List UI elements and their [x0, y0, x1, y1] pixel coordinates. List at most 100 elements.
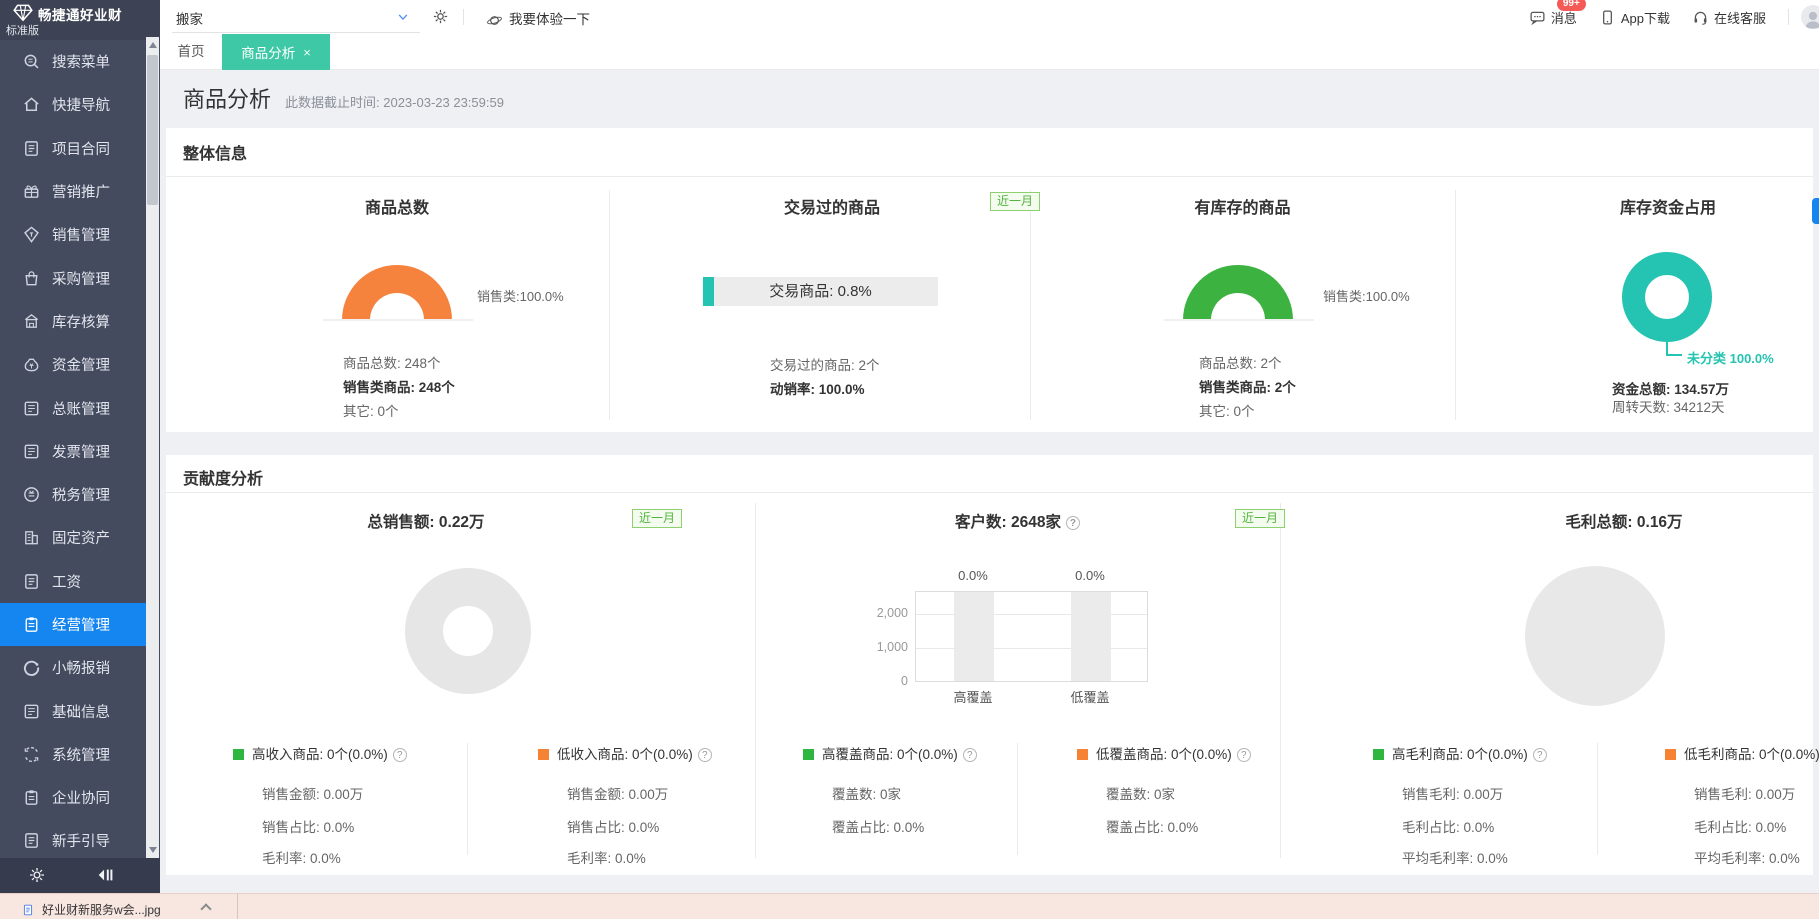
- traded-products-progress-bar: 交易商品: 0.8%: [703, 277, 938, 306]
- logo-title: 畅捷通好业财: [38, 8, 122, 23]
- ledger-icon: [22, 399, 41, 418]
- sidebar-item-quick-nav[interactable]: 快捷导航: [0, 83, 146, 126]
- phone-icon: [1599, 9, 1616, 26]
- gross-profit-circle-placeholder: [1525, 566, 1665, 706]
- stat-column-high-profit: 高毛利商品: 0个(0.0%)? 销售毛利: 0.00万 毛利占比: 0.0% …: [1373, 743, 1613, 867]
- donut-callout-label: 未分类 100.0%: [1687, 351, 1774, 366]
- help-icon[interactable]: ?: [1532, 748, 1547, 762]
- scroll-up-arrow-icon[interactable]: [149, 42, 157, 48]
- period-badge[interactable]: 近一月: [1235, 509, 1286, 528]
- sidebar-item-project-contract[interactable]: 项目合同: [0, 127, 146, 170]
- overview-header: 整体信息: [183, 146, 248, 163]
- download-bar: 好业财新服务w会...jpg: [0, 893, 1819, 919]
- help-icon[interactable]: ?: [1065, 516, 1080, 530]
- gross-profit-title: 毛利总额: 0.16万: [1565, 514, 1683, 531]
- chevron-down-icon: [396, 10, 410, 29]
- column-title: 高收入商品: 0个(0.0%): [252, 747, 388, 762]
- gift-icon: [22, 182, 41, 201]
- column-title: 高毛利商品: 0个(0.0%): [1392, 747, 1528, 762]
- panel-divider: [755, 503, 756, 858]
- help-icon[interactable]: ?: [392, 748, 407, 762]
- tax-coin-icon: [22, 485, 41, 504]
- contribution-section: 贡献度分析 总销售额: 0.22万 近一月 客户数: 2648家? 近一月 2,…: [166, 455, 1819, 875]
- file-icon: [22, 903, 34, 917]
- experience-link[interactable]: 我要体验一下: [486, 8, 590, 29]
- gridline: [916, 614, 1147, 615]
- stat-line: 其它: 0个: [343, 404, 399, 419]
- search-icon: [22, 52, 41, 71]
- feedback-side-handle[interactable]: [1812, 198, 1819, 224]
- sidebar-item-marketing[interactable]: 营销推广: [0, 170, 146, 213]
- sidebar-item-operation-management[interactable]: 经营管理: [0, 602, 146, 647]
- building-icon: [22, 528, 41, 547]
- messages-count-badge: 99+: [1556, 0, 1586, 11]
- period-badge[interactable]: 近一月: [990, 192, 1041, 211]
- bar-low-coverage: [1071, 592, 1111, 681]
- stat-line: 销售毛利: 0.00万: [1402, 787, 1504, 802]
- stat-line: 毛利占比: 0.0%: [1694, 820, 1787, 835]
- settings-gear-icon[interactable]: [28, 866, 46, 884]
- stat-line: 销售占比: 0.0%: [567, 820, 660, 835]
- main-content: 商品分析 此数据截止时间: 2023-03-23 23:59:59 整体信息 商…: [160, 70, 1819, 919]
- gauge-baseline: [323, 319, 473, 321]
- column-divider: [609, 190, 610, 420]
- stat-line: 毛利率: 0.0%: [262, 851, 341, 866]
- sidebar-item-salary[interactable]: 工资: [0, 560, 146, 603]
- y-axis-tick: 2,000: [876, 606, 908, 620]
- stat-line: 覆盖占比: 0.0%: [832, 820, 925, 835]
- app-download-button[interactable]: App下载: [1599, 8, 1670, 27]
- scrollbar-thumb[interactable]: [147, 55, 158, 205]
- file-menu-caret-icon[interactable]: [200, 903, 212, 915]
- column-divider: [1030, 190, 1031, 420]
- sidebar-item-collaboration[interactable]: 企业协同: [0, 776, 146, 819]
- sidebar-item-purchase[interactable]: 采购管理: [0, 256, 146, 299]
- donut-callout-line: [1666, 341, 1682, 356]
- legend-square-orange: [1665, 749, 1676, 760]
- stat-line: 资金总额: 134.57万: [1612, 382, 1730, 397]
- help-icon[interactable]: ?: [962, 748, 977, 762]
- gauge-legend: 销售类:100.0%: [477, 289, 564, 304]
- downloaded-file-chip[interactable]: 好业财新服务w会...jpg: [22, 901, 161, 918]
- help-icon[interactable]: ?: [1236, 748, 1251, 762]
- collapse-sidebar-icon[interactable]: [96, 866, 114, 884]
- sidebar-item-tax[interactable]: 税务管理: [0, 473, 146, 516]
- traded-products-title: 交易过的商品: [783, 200, 880, 217]
- sidebar-item-newbie-guide[interactable]: 新手引导: [0, 819, 146, 858]
- stat-line: 平均毛利率: 0.0%: [1694, 851, 1800, 866]
- legend-square-orange: [1077, 749, 1088, 760]
- sidebar-item-funds[interactable]: 资金管理: [0, 343, 146, 386]
- tab-product-analysis[interactable]: 商品分析 ×: [222, 34, 330, 70]
- section-divider: [166, 492, 1813, 493]
- tab-label: 商品分析: [241, 46, 296, 61]
- avatar[interactable]: [1801, 5, 1819, 29]
- close-tab-icon[interactable]: ×: [303, 44, 311, 60]
- messages-button[interactable]: 消息 99+: [1529, 0, 1586, 27]
- sidebar-item-general-ledger[interactable]: 总账管理: [0, 386, 146, 429]
- workspace-select-value: 搬家: [176, 12, 203, 27]
- help-icon[interactable]: ?: [697, 748, 712, 762]
- sidebar-item-inventory[interactable]: 库存核算: [0, 300, 146, 343]
- message-bubble-icon: [1529, 9, 1546, 26]
- sidebar-item-fixed-assets[interactable]: 固定资产: [0, 516, 146, 559]
- page-title: 商品分析: [183, 87, 272, 112]
- stat-line: 销售金额: 0.00万: [262, 787, 364, 802]
- sidebar-item-search-menu[interactable]: 搜索菜单: [0, 40, 146, 83]
- tab-home[interactable]: 首页: [177, 44, 205, 59]
- online-service-button[interactable]: 在线客服: [1692, 8, 1766, 27]
- topbar-gear-icon[interactable]: [432, 8, 449, 25]
- tab-bar: 首页 商品分析 ×: [160, 34, 1819, 70]
- legend-square-green: [803, 749, 814, 760]
- sidebar-item-basic-info[interactable]: 基础信息: [0, 689, 146, 732]
- scroll-down-arrow-icon[interactable]: [149, 847, 157, 853]
- sidebar-item-system[interactable]: 系统管理: [0, 733, 146, 776]
- stat-line: 销售金额: 0.00万: [567, 787, 669, 802]
- warehouse-icon: [22, 312, 41, 331]
- sidebar-item-invoice[interactable]: 发票管理: [0, 430, 146, 473]
- sidebar-footer: [0, 858, 160, 893]
- sidebar-item-sales[interactable]: 销售管理: [0, 213, 146, 256]
- sidebar-item-expense[interactable]: 小畅报销: [0, 646, 146, 689]
- period-badge[interactable]: 近一月: [632, 509, 683, 528]
- customers-title: 客户数: 2648家?: [755, 510, 1280, 532]
- workspace-select[interactable]: 搬家: [172, 0, 420, 33]
- y-axis-tick: 0: [901, 674, 908, 688]
